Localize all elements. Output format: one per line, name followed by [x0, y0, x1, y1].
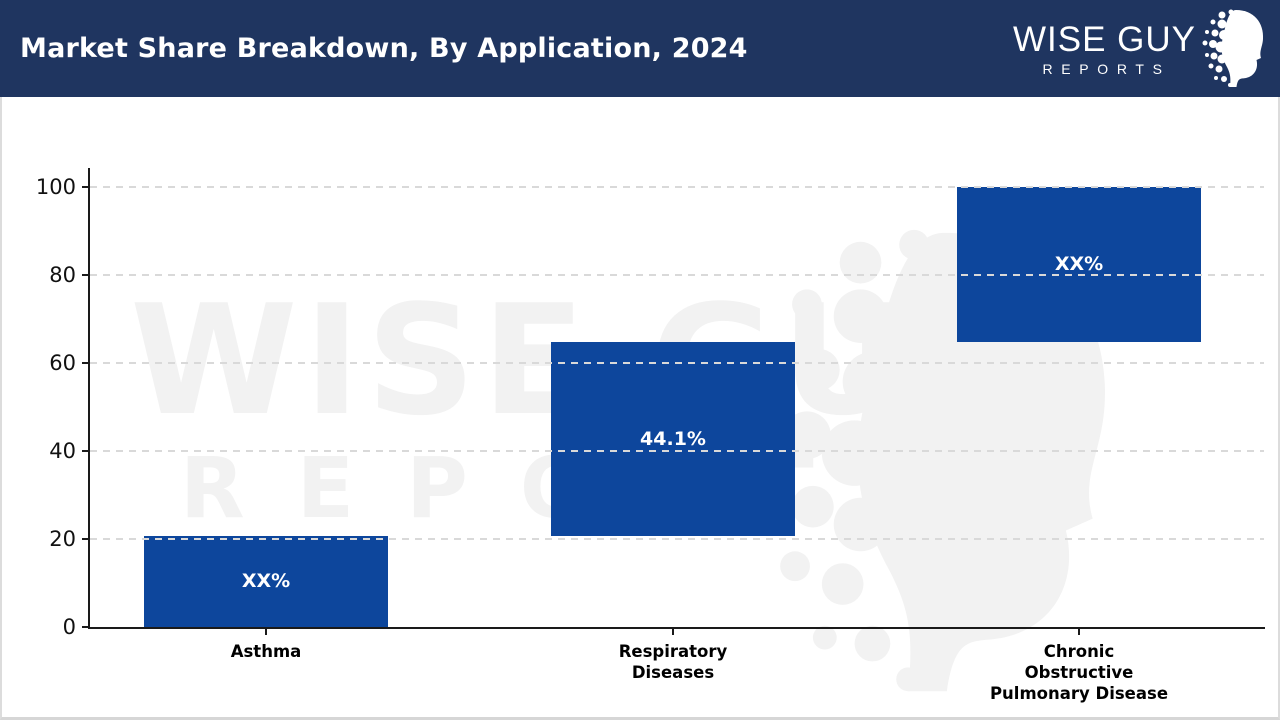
bar-asthma [144, 535, 388, 627]
y-axis-tick-label: 80 [49, 263, 76, 287]
y-axis-tick [82, 626, 89, 628]
gridline-100 [90, 186, 1264, 188]
x-axis-tick [1078, 629, 1080, 635]
header-bar: Market Share Breakdown, By Application, … [0, 0, 1280, 97]
y-axis-tick-label: 0 [62, 615, 76, 639]
x-axis-label: Chronic Obstructive Pulmonary Disease [989, 642, 1169, 703]
y-axis-line [88, 168, 90, 629]
chart-area: WISE GUY REPORTS 020406080100XX%44.1%XX%… [0, 97, 1280, 720]
y-axis-tick [82, 362, 89, 364]
gridline-20 [90, 538, 1264, 540]
y-axis-tick [82, 186, 89, 188]
bar-respiratory [551, 341, 795, 536]
logo-wordmark-line1: WISE GUY [1012, 20, 1196, 59]
logo-head-icon [1202, 9, 1264, 87]
bar-value-label: 44.1% [640, 427, 706, 450]
x-axis-tick [672, 629, 674, 635]
y-axis-tick-label: 60 [49, 351, 76, 375]
x-axis-tick [265, 629, 267, 635]
y-axis-tick [82, 274, 89, 276]
x-axis-label: Asthma [230, 642, 302, 661]
logo-wordmark: WISE GUY REPORTS [1013, 20, 1196, 77]
y-axis-tick [82, 538, 89, 540]
gridline-60 [90, 362, 1264, 364]
gridline-80 [90, 274, 1264, 276]
y-axis-tick-label: 40 [49, 439, 76, 463]
bar-value-label: XX% [1054, 253, 1104, 276]
y-axis-tick-label: 100 [35, 175, 76, 199]
logo-wordmark-line2: REPORTS [1042, 61, 1171, 77]
y-axis-tick [82, 450, 89, 452]
bar-chronic [957, 187, 1201, 342]
page-title: Market Share Breakdown, By Application, … [20, 33, 748, 64]
x-axis-line [88, 627, 1265, 629]
logo: WISE GUY REPORTS [1013, 7, 1266, 91]
bar-value-label: XX% [241, 570, 291, 593]
y-axis-tick-label: 20 [49, 527, 76, 551]
watermark-head-icon [744, 229, 1105, 692]
x-axis-label: Respiratory Diseases [618, 642, 728, 682]
gridline-40 [90, 450, 1264, 452]
